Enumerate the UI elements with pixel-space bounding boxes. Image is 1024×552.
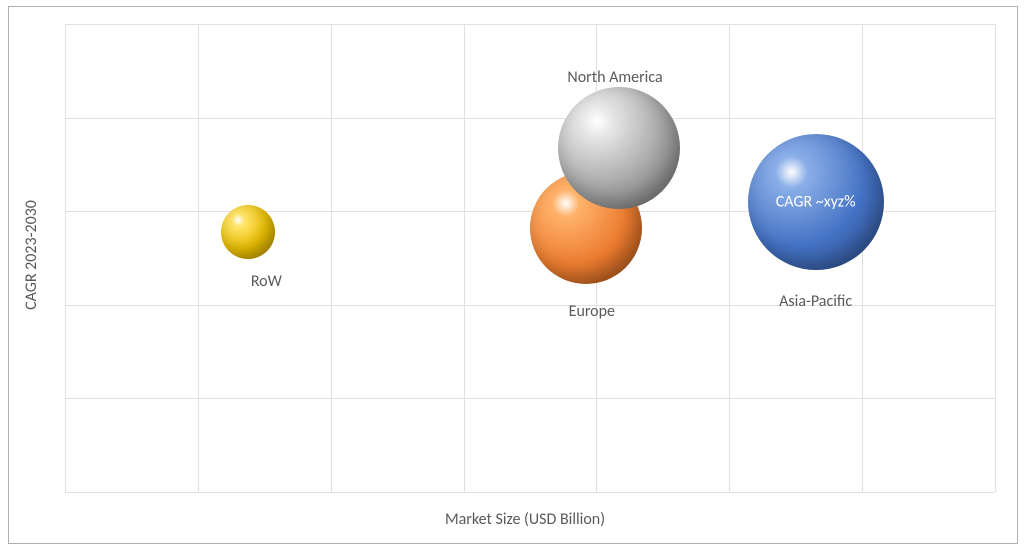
grid-line-vertical [65, 24, 66, 492]
grid-line-horizontal [65, 492, 995, 493]
bubble-row [221, 205, 275, 259]
plot-area [65, 24, 995, 492]
bubble-inner-text-asia-pacific: CAGR ~xyz% [776, 192, 856, 211]
grid-line-vertical [331, 24, 332, 492]
bubble-label-asia-pacific: Asia-Pacific [779, 292, 852, 311]
grid-line-horizontal [65, 24, 995, 25]
grid-line-vertical [862, 24, 863, 492]
grid-line-vertical [464, 24, 465, 492]
grid-line-horizontal [65, 305, 995, 306]
grid-line-horizontal [65, 118, 995, 119]
x-axis-label: Market Size (USD Billion) [375, 510, 675, 529]
bubble-label-europe: Europe [569, 302, 615, 321]
grid-line-horizontal [65, 398, 995, 399]
y-axis-label: CAGR 2023-2030 [22, 175, 41, 335]
bubble-north-america [558, 87, 680, 209]
grid-line-vertical [729, 24, 730, 492]
grid-line-vertical [198, 24, 199, 492]
bubble-label-north-america: North America [567, 68, 662, 87]
grid-line-vertical [995, 24, 996, 492]
bubble-label-row: RoW [251, 272, 282, 291]
